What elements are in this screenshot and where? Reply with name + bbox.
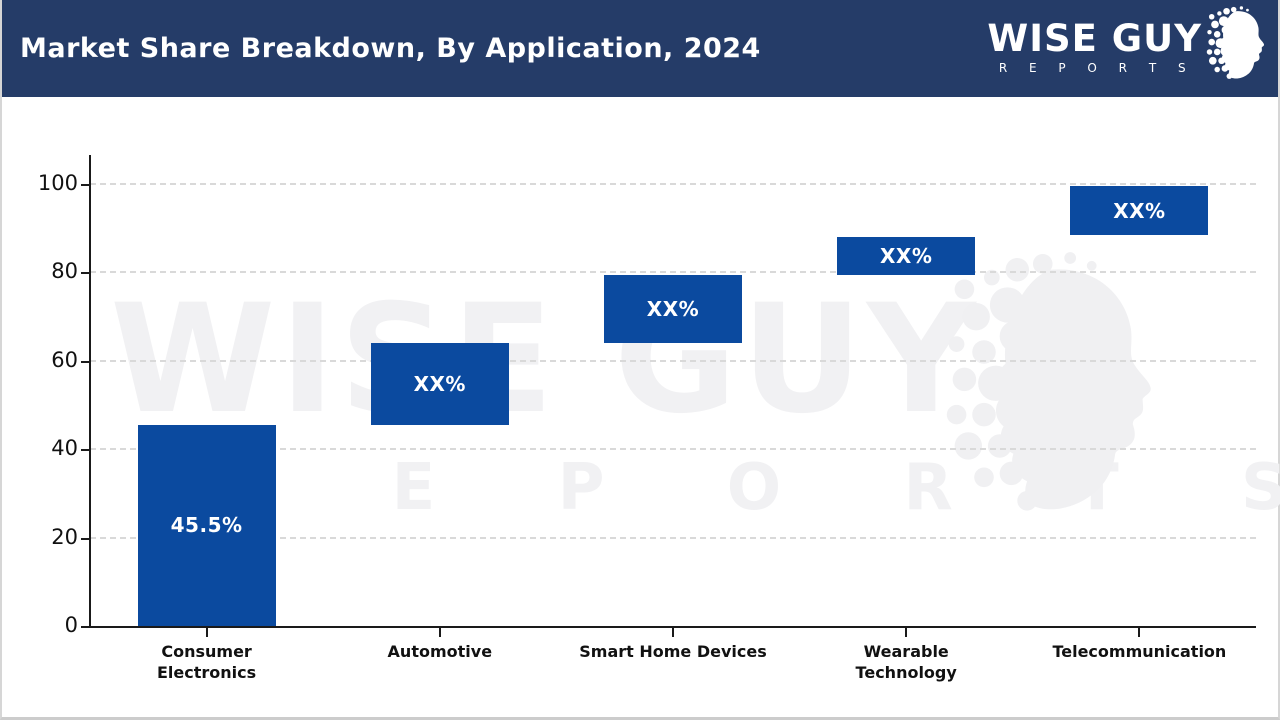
x-tick-label-2: Smart Home Devices [579,642,767,661]
x-axis-spine [89,626,1256,628]
bar-smart-home-devices: XX% [604,274,742,344]
x-tick-3 [905,628,908,637]
y-tick-0 [81,626,90,628]
bar-value-label: XX% [879,243,933,268]
bar-value-label: XX% [646,296,700,321]
x-tick-label-3: Wearable Technology [855,642,957,682]
gridline-40 [90,448,1256,451]
bar-wearable-technology: XX% [837,237,976,275]
bar-value-label: XX% [413,371,466,396]
y-tick-100 [81,184,90,186]
logo-line2: R E P O R T S [998,61,1195,75]
header-bar: Market Share Breakdown, By Application, … [2,0,1278,97]
gridline-20 [90,536,1256,539]
bar-value-label: XX% [1113,198,1166,223]
wise-guy-logo: WISE GUY R E P O R T S [987,4,1270,90]
watermark-line2: R E P O R T S [220,451,1280,525]
gridline-80 [90,271,1256,274]
x-tick-label-1: Automotive [387,642,493,661]
y-tick-label-100: 100 [37,171,78,195]
y-tick-20 [81,537,90,540]
x-tick-2 [672,628,674,637]
bar-consumer-electronics: 45.5% [137,424,276,626]
gridline-60 [90,359,1256,362]
y-tick-label-80: 80 [51,259,78,284]
chart-title: Market Share Breakdown, By Application, … [20,33,761,64]
y-tick-label-40: 40 [51,436,78,461]
y-tick-label-20: 20 [51,524,78,549]
y-tick-label-0: 0 [64,613,78,637]
y-tick-80 [81,272,90,275]
watermark-head-icon [946,252,1151,511]
y-axis-spine [89,155,91,628]
y-tick-40 [81,449,90,452]
x-tick-label-0: Consumer Electronics [157,642,257,682]
logo-head-icon [1206,6,1265,79]
y-tick-60 [81,360,90,363]
logo-text: WISE GUY R E P O R T S [987,17,1202,76]
x-tick-4 [1138,628,1141,637]
waterfall-chart: WISE GUY R E P O R T S 0 20 40 60 80 100 45.5%… [2,97,1280,717]
bar-automotive: XX% [370,343,509,425]
bar-telecommunication: XX% [1070,186,1209,235]
x-tick-1 [438,628,441,637]
x-tick-0 [205,628,208,637]
gridline-100 [90,183,1256,185]
x-tick-label-4: Telecommunication [1052,642,1227,661]
y-tick-label-60: 60 [51,347,78,372]
bar-value-label: 45.5% [170,513,243,538]
logo-line1: WISE GUY [987,17,1202,60]
